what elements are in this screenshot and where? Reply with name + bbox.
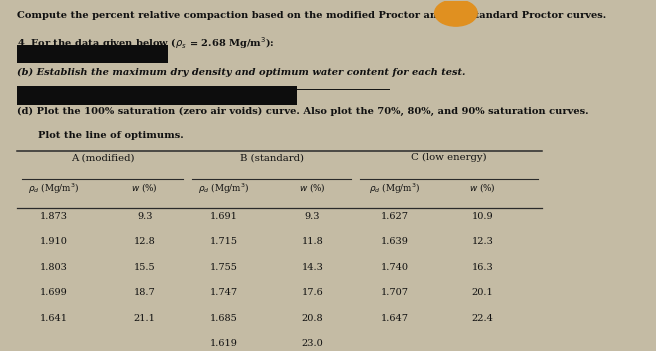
Text: 1.647: 1.647 — [380, 313, 409, 323]
Text: 1.641: 1.641 — [40, 313, 68, 323]
Text: (d) Plot the 100% saturation (zero air voids) curve. Also plot the 70%, 80%, and: (d) Plot the 100% saturation (zero air v… — [18, 107, 589, 117]
FancyBboxPatch shape — [18, 86, 297, 105]
Text: $w$ (%): $w$ (%) — [131, 181, 158, 194]
Text: Plot the line of optimums.: Plot the line of optimums. — [18, 131, 184, 140]
Text: $\rho_d$ (Mg/m$^3$): $\rho_d$ (Mg/m$^3$) — [369, 181, 420, 196]
Text: 1.639: 1.639 — [380, 237, 409, 246]
Text: 4  For the data given below ($\rho_s$ = 2.68 Mg/m$^3$):: 4 For the data given below ($\rho_s$ = 2… — [18, 35, 275, 51]
Text: 23.0: 23.0 — [302, 339, 323, 348]
Text: 11.8: 11.8 — [302, 237, 323, 246]
Circle shape — [435, 0, 477, 26]
Text: $\rho_d$ (Mg/m$^3$): $\rho_d$ (Mg/m$^3$) — [28, 181, 79, 196]
Text: 1.691: 1.691 — [210, 212, 238, 221]
Text: $w$ (%): $w$ (%) — [469, 181, 496, 194]
Text: 1.627: 1.627 — [380, 212, 409, 221]
Text: 1.715: 1.715 — [210, 237, 238, 246]
Text: 1.755: 1.755 — [210, 263, 238, 272]
Text: 1.619: 1.619 — [210, 339, 238, 348]
Text: 20.8: 20.8 — [302, 313, 323, 323]
Text: 1.707: 1.707 — [380, 288, 409, 297]
Text: 12.8: 12.8 — [134, 237, 155, 246]
Text: (b) Establish the maximum dry density and optimum water content for each test.: (b) Establish the maximum dry density an… — [18, 68, 466, 77]
Text: 9.3: 9.3 — [137, 212, 153, 221]
Text: 17.6: 17.6 — [302, 288, 323, 297]
Text: 1.803: 1.803 — [40, 263, 68, 272]
Text: 1.747: 1.747 — [210, 288, 238, 297]
Text: 21.1: 21.1 — [134, 313, 155, 323]
Text: 10.9: 10.9 — [472, 212, 493, 221]
Text: 15.5: 15.5 — [134, 263, 155, 272]
Text: Compute the percent relative compaction based on the modified Proctor and the st: Compute the percent relative compaction … — [18, 11, 607, 20]
Text: 16.3: 16.3 — [472, 263, 493, 272]
Text: 1.873: 1.873 — [40, 212, 68, 221]
Text: 12.3: 12.3 — [472, 237, 493, 246]
Text: 18.7: 18.7 — [134, 288, 155, 297]
Text: C (low energy): C (low energy) — [411, 153, 487, 163]
Text: 20.1: 20.1 — [472, 288, 493, 297]
FancyBboxPatch shape — [18, 45, 168, 63]
Text: 22.4: 22.4 — [472, 313, 493, 323]
Text: B (standard): B (standard) — [239, 153, 304, 162]
Text: $\rho_d$ (Mg/m$^3$): $\rho_d$ (Mg/m$^3$) — [198, 181, 250, 196]
Text: $w$ (%): $w$ (%) — [299, 181, 326, 194]
Text: 1.699: 1.699 — [40, 288, 68, 297]
Text: 1.685: 1.685 — [210, 313, 238, 323]
Text: A (modified): A (modified) — [71, 153, 134, 162]
Text: 1.740: 1.740 — [380, 263, 409, 272]
Text: 14.3: 14.3 — [301, 263, 323, 272]
Text: 9.3: 9.3 — [304, 212, 320, 221]
Text: 1.910: 1.910 — [40, 237, 68, 246]
